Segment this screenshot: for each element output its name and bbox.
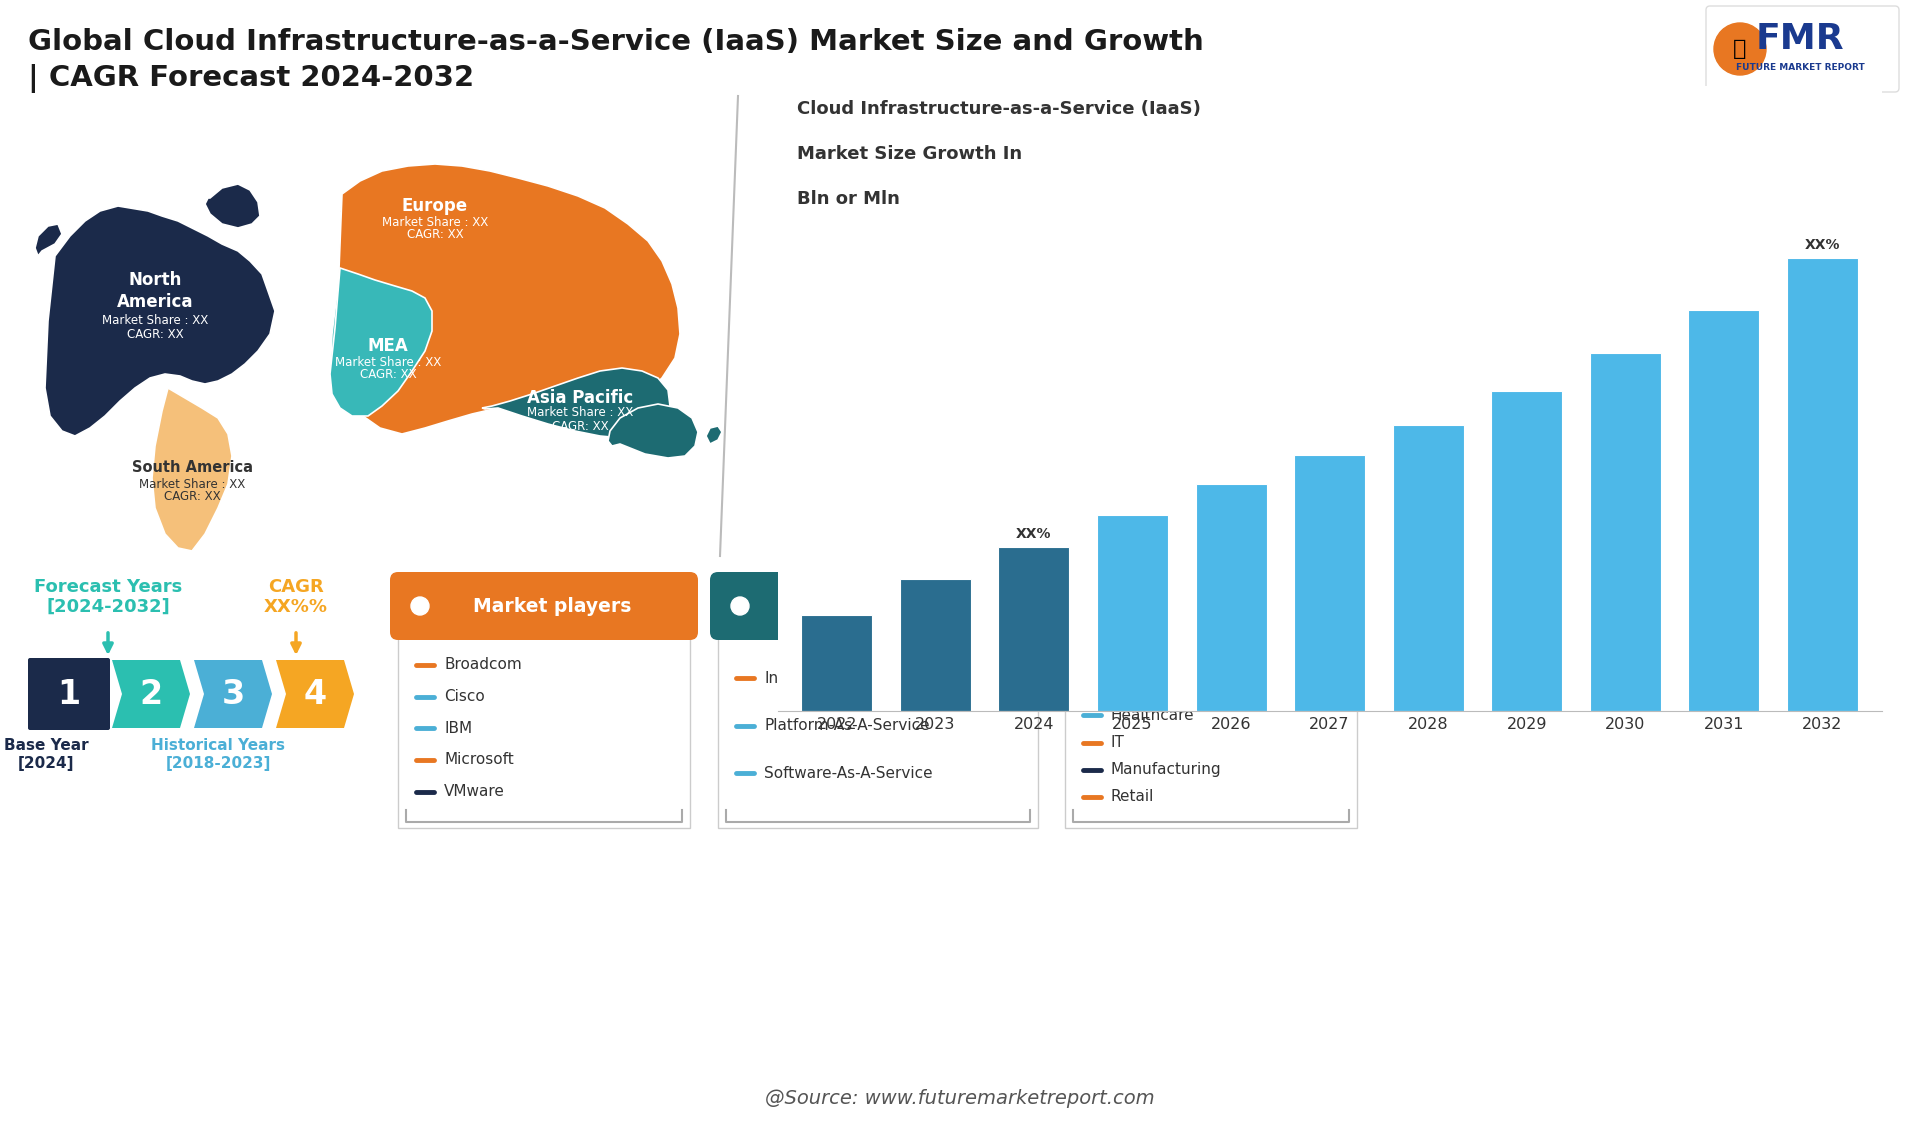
Text: XX%: XX% (1805, 238, 1839, 252)
Text: IBM: IBM (444, 721, 472, 736)
Text: [2024]: [2024] (17, 756, 75, 771)
Text: Government: Government (1112, 681, 1206, 696)
Text: 2: 2 (140, 677, 163, 711)
Bar (1788, 258, 1859, 711)
Text: XX%: XX% (1016, 527, 1052, 541)
Text: Microsoft: Microsoft (444, 753, 515, 768)
Text: XX%%: XX%% (265, 598, 328, 617)
FancyBboxPatch shape (1066, 638, 1357, 829)
Text: 4: 4 (303, 677, 326, 711)
Text: CAGR: XX: CAGR: XX (127, 328, 182, 340)
Bar (801, 615, 872, 711)
FancyBboxPatch shape (397, 638, 689, 829)
Text: CAGR: XX: CAGR: XX (359, 369, 417, 382)
Text: [2018-2023]: [2018-2023] (165, 756, 271, 771)
Polygon shape (338, 164, 680, 434)
Text: Cloud Infrastructure-as-a-Service (IaaS): Cloud Infrastructure-as-a-Service (IaaS) (797, 100, 1202, 118)
Text: MEA: MEA (367, 337, 409, 355)
FancyBboxPatch shape (29, 658, 109, 730)
Text: Market Size Growth In: Market Size Growth In (797, 144, 1023, 163)
Polygon shape (482, 368, 670, 438)
Circle shape (1077, 597, 1096, 615)
Text: Global Cloud Infrastructure-as-a-Service (IaaS) Market Size and Growth: Global Cloud Infrastructure-as-a-Service… (29, 28, 1204, 56)
Text: IT: IT (1112, 735, 1125, 749)
Polygon shape (194, 660, 273, 728)
Text: By application: By application (1144, 597, 1294, 615)
Text: Retail: Retail (1112, 790, 1154, 804)
Text: Base Year: Base Year (4, 738, 88, 753)
Text: @Source: www.futuremarketreport.com: @Source: www.futuremarketreport.com (766, 1089, 1154, 1108)
Bar (1096, 516, 1167, 711)
Text: Platform-As-A-Service: Platform-As-A-Service (764, 719, 929, 733)
Text: Software-As-A-Service: Software-As-A-Service (764, 766, 933, 780)
Text: Asia Pacific: Asia Pacific (526, 388, 634, 407)
Polygon shape (340, 176, 436, 268)
Text: Historical Years: Historical Years (152, 738, 284, 753)
Text: Cisco: Cisco (444, 689, 484, 704)
Polygon shape (111, 660, 190, 728)
Circle shape (1715, 23, 1766, 74)
Polygon shape (205, 185, 259, 228)
Text: Infrastructure-As-A-Service: Infrastructure-As-A-Service (764, 670, 970, 685)
Polygon shape (35, 223, 61, 256)
Text: North
America: North America (117, 270, 194, 311)
Bar (1688, 311, 1759, 711)
Bar (998, 547, 1069, 711)
Text: Broadcom: Broadcom (444, 658, 522, 673)
FancyBboxPatch shape (1707, 6, 1899, 92)
Text: Manufacturing: Manufacturing (1112, 762, 1221, 777)
Text: Bln or Mln: Bln or Mln (797, 190, 900, 209)
Polygon shape (330, 268, 432, 416)
Bar (900, 579, 972, 711)
FancyBboxPatch shape (710, 572, 1046, 639)
Text: Market Share : XX: Market Share : XX (382, 215, 488, 228)
Text: By type: By type (845, 597, 925, 615)
Text: Market players: Market players (472, 597, 632, 615)
Polygon shape (152, 388, 232, 551)
Text: Healthcare: Healthcare (1112, 708, 1194, 723)
Bar (1196, 484, 1267, 711)
Text: Europe: Europe (401, 197, 468, 215)
Bar (1392, 425, 1463, 711)
Circle shape (732, 597, 749, 615)
Text: South America: South America (131, 461, 253, 476)
Polygon shape (330, 268, 430, 406)
Polygon shape (44, 206, 275, 435)
Text: | CAGR Forecast 2024-2032: | CAGR Forecast 2024-2032 (29, 64, 474, 93)
Text: CAGR: XX: CAGR: XX (407, 228, 463, 242)
Polygon shape (609, 405, 699, 458)
Bar (1590, 353, 1661, 711)
FancyBboxPatch shape (718, 638, 1039, 829)
Text: Market Share : XX: Market Share : XX (138, 478, 246, 490)
Polygon shape (276, 660, 353, 728)
Text: BFSI: BFSI (1112, 653, 1144, 668)
Text: Forecast Years: Forecast Years (35, 578, 182, 596)
Text: CAGR: XX: CAGR: XX (551, 419, 609, 432)
Text: CAGR: CAGR (269, 578, 324, 596)
Polygon shape (707, 426, 722, 444)
Text: Market Share : XX: Market Share : XX (334, 355, 442, 369)
Text: FMR: FMR (1755, 22, 1845, 56)
Text: [2024-2032]: [2024-2032] (46, 598, 169, 617)
Text: FUTURE MARKET REPORT: FUTURE MARKET REPORT (1736, 63, 1864, 72)
Text: 1: 1 (58, 677, 81, 711)
Circle shape (411, 597, 428, 615)
Text: CAGR: XX: CAGR: XX (163, 490, 221, 503)
Bar (1294, 455, 1365, 711)
Bar (1492, 391, 1563, 711)
Text: 🔭: 🔭 (1734, 39, 1747, 58)
Text: 3: 3 (221, 677, 244, 711)
Text: Market Share : XX: Market Share : XX (102, 314, 207, 328)
FancyBboxPatch shape (390, 572, 699, 639)
FancyBboxPatch shape (1058, 572, 1365, 639)
Text: Market Share : XX: Market Share : XX (526, 407, 634, 419)
Text: VMware: VMware (444, 784, 505, 799)
